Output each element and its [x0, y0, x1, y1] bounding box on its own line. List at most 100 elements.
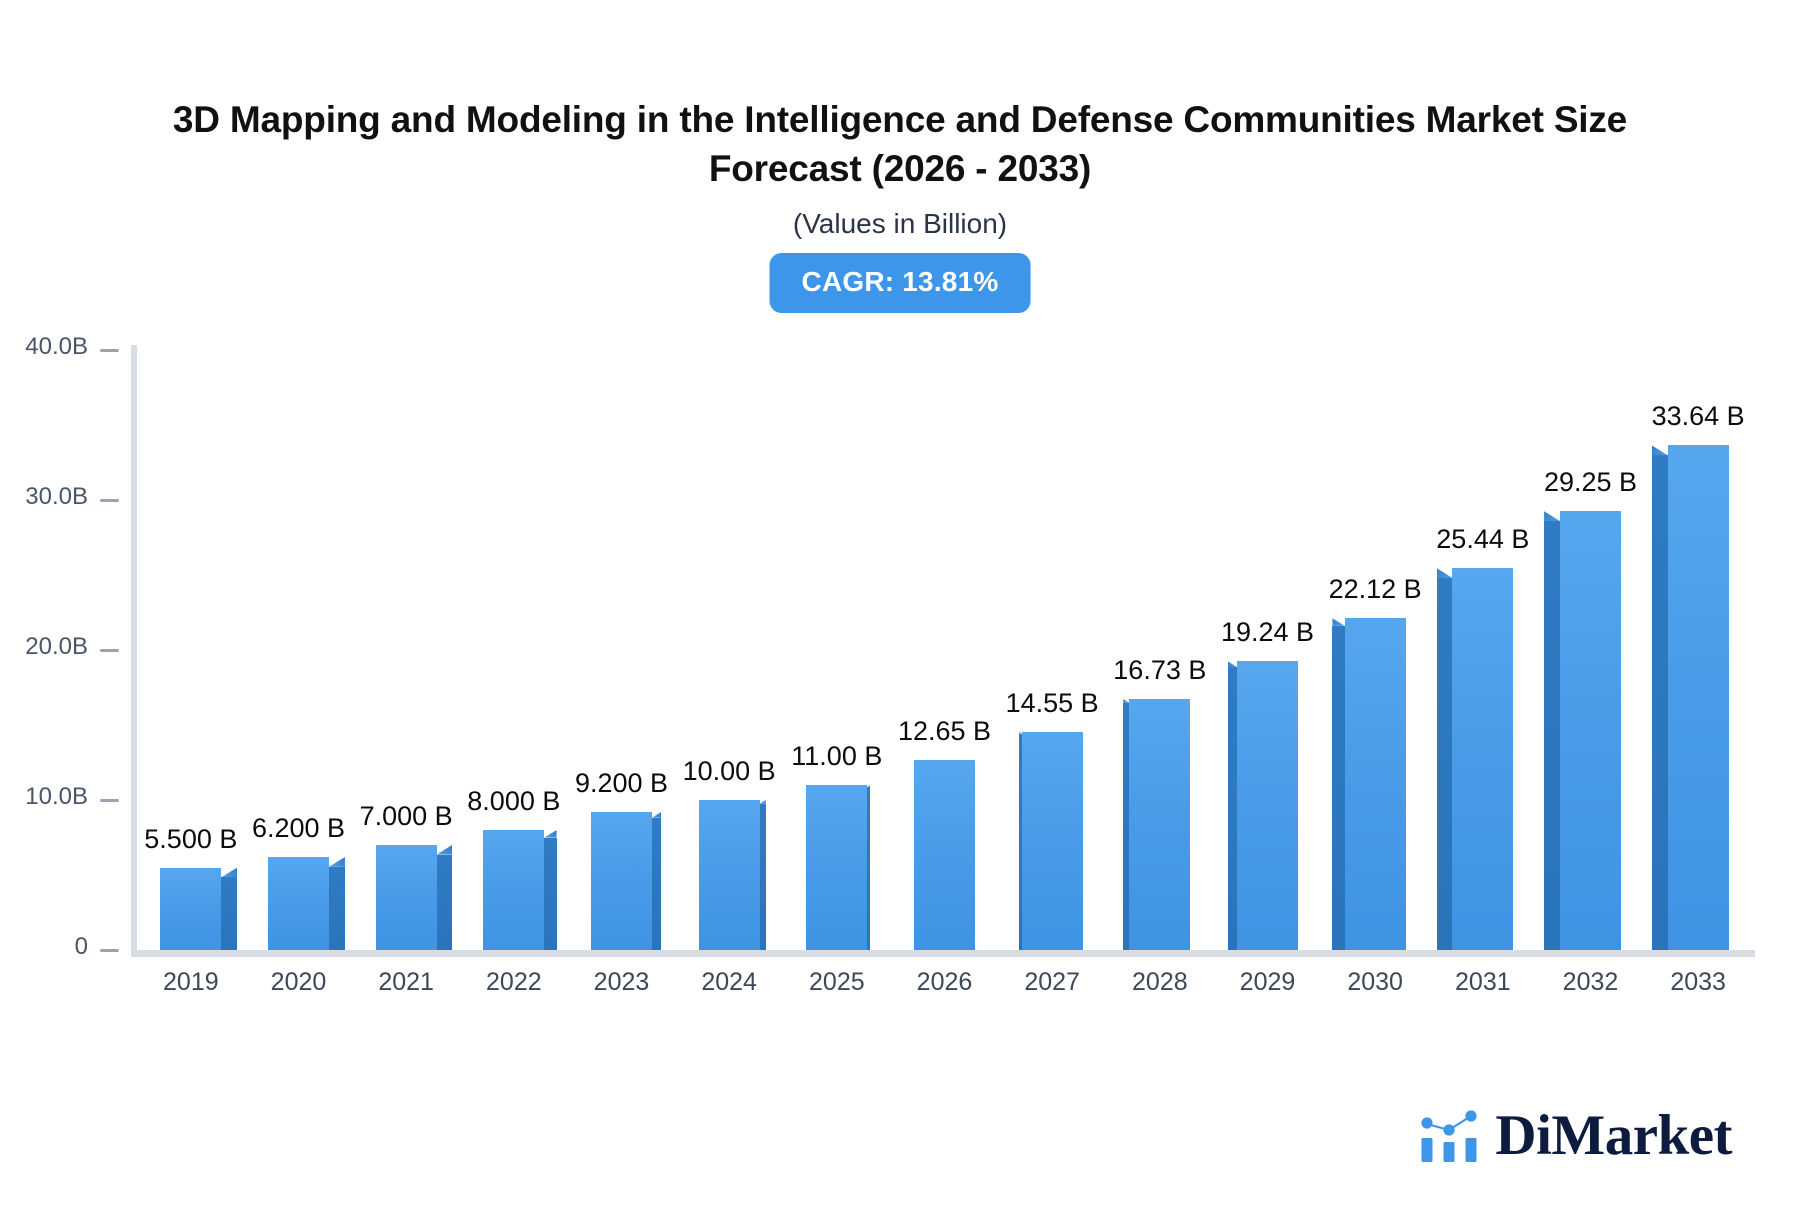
bar-value-label: 5.500 B: [144, 823, 238, 854]
x-axis-tick-label: 2022: [486, 968, 542, 996]
bar[interactable]: [1332, 618, 1406, 950]
y-axis-tick-label: 0: [74, 933, 88, 960]
x-axis-tick-label: 2019: [163, 968, 219, 996]
bar[interactable]: [268, 857, 345, 950]
cagr-badge: CAGR: 13.81%: [769, 253, 1031, 313]
x-axis-tick-label: 2028: [1132, 968, 1188, 996]
bar-value-label: 19.24 B: [1220, 617, 1315, 648]
bar[interactable]: [1227, 661, 1298, 950]
bar-top-face: [651, 812, 662, 818]
x-axis-line: [131, 950, 1755, 957]
y-axis-tick-mark: [100, 649, 119, 652]
bar-front-face: [698, 800, 760, 950]
x-axis-tick-label: 2025: [809, 968, 865, 996]
bar-front-face: [160, 867, 222, 950]
y-axis-line: [131, 345, 137, 956]
y-axis-tick-mark: [100, 949, 119, 952]
bar-top-face: [328, 857, 345, 867]
chart-subtitle: (Values in Billion): [792, 207, 1008, 239]
bar-value-label: 16.73 B: [1113, 655, 1207, 686]
bar-front-face: [1560, 511, 1621, 950]
bar-side-face: [759, 803, 766, 950]
bar-top-face: [1544, 511, 1561, 522]
bar-front-face: [268, 857, 329, 950]
chart-header: 3D Mapping and Modeling in the Intellige…: [0, 96, 1800, 240]
bar-top-face: [436, 845, 452, 855]
bar-side-face: [544, 837, 557, 950]
bar-value-label: 6.200 B: [251, 813, 346, 843]
bar-front-face: [375, 845, 437, 950]
bar[interactable]: [160, 867, 238, 950]
bar[interactable]: [375, 845, 452, 950]
bar-side-face: [1436, 577, 1453, 950]
y-axis-tick-label: 40.0B: [25, 333, 88, 360]
x-axis-tick-label: 2033: [1670, 968, 1726, 996]
bar-value-label: 12.65 B: [897, 716, 992, 747]
bar-top-face: [544, 830, 557, 838]
bar[interactable]: [591, 812, 662, 950]
bar-front-face: [591, 812, 652, 950]
bar-side-face: [1227, 667, 1238, 950]
bar[interactable]: [1123, 699, 1191, 950]
bar-value-label: 33.64 B: [1651, 401, 1745, 432]
bar-front-face: [914, 760, 975, 950]
chart-title: 3D Mapping and Modeling in the Intellige…: [172, 99, 1628, 189]
x-axis-tick-label: 2027: [1024, 968, 1080, 996]
y-axis-tick-label: 10.0B: [25, 783, 88, 810]
bar-value-label: 25.44 B: [1436, 524, 1530, 555]
bar-side-face: [221, 877, 238, 950]
bar[interactable]: [914, 760, 975, 950]
x-axis-tick-label: 2021: [378, 968, 434, 996]
y-axis-tick-label: 30.0B: [25, 483, 88, 510]
bar-top-face: [759, 800, 766, 804]
bar-value-label: 8.000 B: [467, 786, 561, 816]
x-axis-tick-label: 2031: [1455, 968, 1511, 996]
bar-value-label: 7.000 B: [359, 801, 453, 831]
bar-chart-icon: [1421, 1109, 1478, 1162]
bar-top-face: [1436, 568, 1453, 578]
bar-value-label: 10.00 B: [682, 756, 776, 786]
bar-value-label: 11.00 B: [791, 741, 883, 771]
bar-value-label: 14.55 B: [1005, 687, 1099, 718]
bar-top-face: [1018, 731, 1022, 734]
bar-side-face: [436, 854, 452, 950]
bar-top-face: [867, 785, 871, 787]
bar-side-face: [651, 817, 662, 950]
bar-front-face: [1129, 699, 1191, 950]
brand-logo: DiMarket: [1419, 1107, 1732, 1164]
bar-top-face: [1123, 699, 1130, 703]
bar[interactable]: [806, 785, 871, 950]
bar-top-face: [1332, 618, 1345, 626]
bar-front-face: [806, 785, 868, 950]
bar[interactable]: [1544, 511, 1621, 950]
bar[interactable]: [1436, 568, 1514, 950]
y-axis-tick-mark: [100, 799, 119, 802]
bar-value-label: 29.25 B: [1543, 467, 1638, 498]
bar[interactable]: [1018, 731, 1083, 950]
bar-top-face: [1227, 661, 1238, 668]
bar-top-face: [1651, 445, 1668, 456]
x-axis-tick-label: 2026: [916, 968, 973, 996]
bar[interactable]: [698, 800, 766, 950]
bar-front-face: [1452, 568, 1514, 950]
x-axis-tick-label: 2029: [1239, 968, 1296, 996]
bar-front-face: [483, 830, 545, 950]
bar-front-face: [1021, 731, 1083, 950]
x-axis-tick-label: 2024: [701, 968, 757, 996]
bar-side-face: [1332, 625, 1345, 950]
bar-value-label: 22.12 B: [1328, 574, 1422, 605]
bar-front-face: [1237, 661, 1298, 950]
y-axis-tick-mark: [100, 349, 119, 352]
y-axis-tick-label: 20.0B: [25, 633, 88, 660]
bar-side-face: [1123, 702, 1130, 950]
y-axis-tick-mark: [100, 499, 119, 502]
bar[interactable]: [1651, 445, 1729, 950]
bar-side-face: [1018, 733, 1022, 950]
x-axis-tick-label: 2030: [1347, 968, 1403, 996]
x-axis-tick-label: 2020: [270, 968, 327, 996]
bar-front-face: [1344, 618, 1406, 950]
bar[interactable]: [483, 830, 557, 950]
bar-side-face: [1651, 455, 1668, 950]
